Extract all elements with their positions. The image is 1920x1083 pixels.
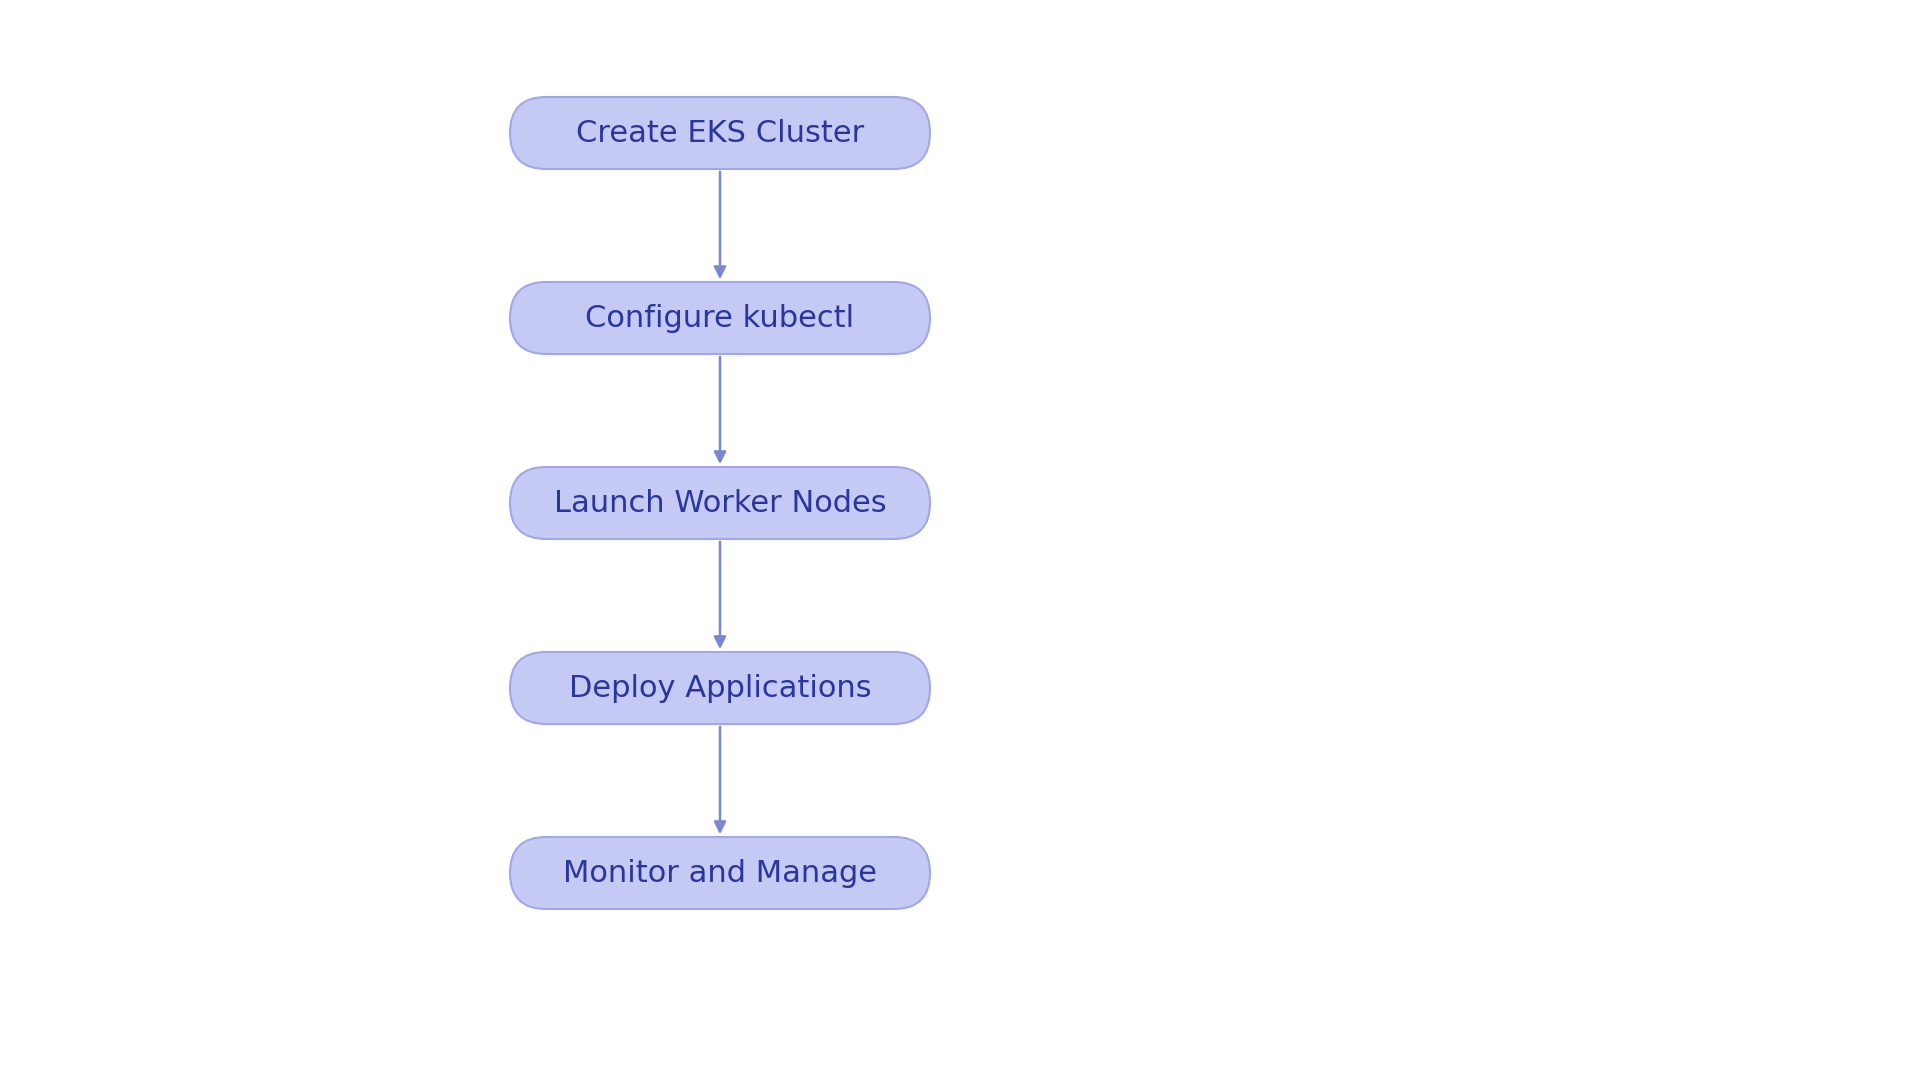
FancyBboxPatch shape — [511, 837, 929, 909]
FancyBboxPatch shape — [511, 282, 929, 354]
FancyBboxPatch shape — [511, 652, 929, 725]
Text: Monitor and Manage: Monitor and Manage — [563, 859, 877, 887]
FancyBboxPatch shape — [511, 97, 929, 169]
FancyBboxPatch shape — [511, 467, 929, 539]
Text: Launch Worker Nodes: Launch Worker Nodes — [553, 488, 887, 518]
Text: Deploy Applications: Deploy Applications — [568, 674, 872, 703]
Text: Create EKS Cluster: Create EKS Cluster — [576, 118, 864, 147]
Text: Configure kubectl: Configure kubectl — [586, 303, 854, 332]
